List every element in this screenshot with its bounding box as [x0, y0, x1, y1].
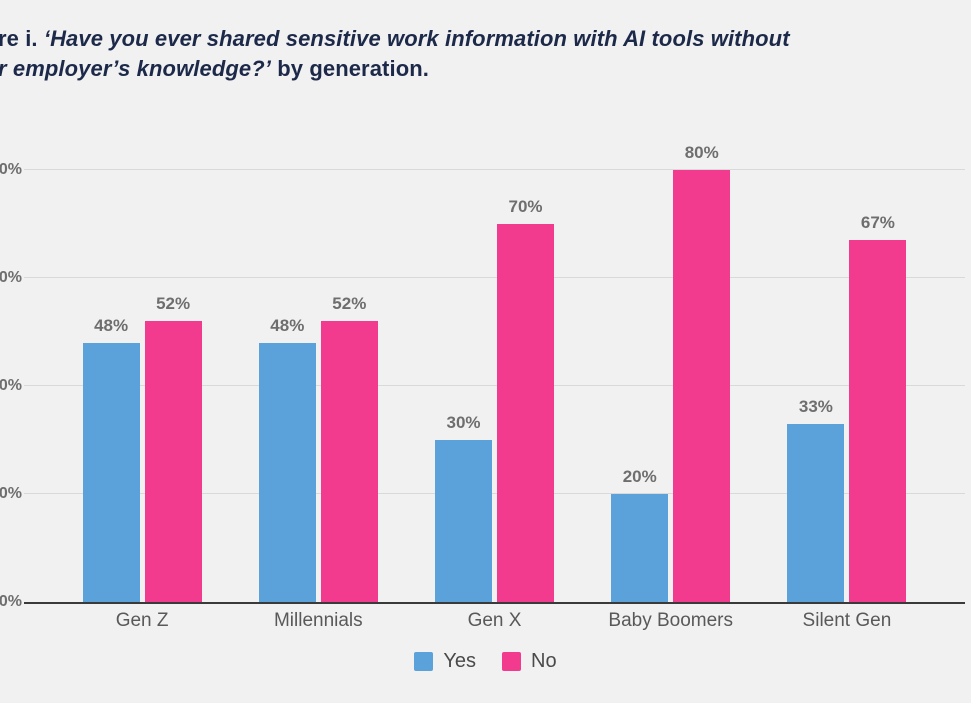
legend: Yes No [0, 650, 971, 673]
gridline [24, 277, 965, 278]
x-axis-category-label: Silent Gen [802, 610, 892, 631]
bar-group: 48% 52% [230, 170, 406, 602]
legend-item-no: No [502, 650, 557, 673]
y-axis-tick-label: 20% [0, 485, 22, 502]
chart-title-line2-suffix: by generation. [271, 56, 429, 81]
bar-value-label: 52% [156, 294, 191, 314]
bar-groups: 48% 52% 48% 52% 30% 70% 20% 80% 33% 67% [24, 143, 965, 602]
bar-value-label: 52% [332, 294, 367, 314]
bar [673, 170, 731, 602]
bar [320, 321, 378, 602]
plot-area: 0% 20% 40% 60% 80% 48% 52% 48% 52% 30% 70% 20% 80% 3… [0, 143, 965, 610]
bar-group: 33% 67% [759, 170, 935, 602]
bar-column-yes: 48% [258, 315, 316, 602]
x-axis-category-label: Gen Z [115, 610, 169, 631]
x-axis-category-label: Baby Boomers [608, 610, 734, 631]
bar [258, 342, 316, 602]
bar [144, 321, 202, 602]
chart-title: re i. ‘Have you ever shared sensitive wo… [0, 24, 971, 84]
bar-column-yes: 30% [435, 413, 492, 602]
bar-column-no: 67% [849, 213, 907, 602]
bar [82, 342, 140, 602]
bar-value-label: 80% [684, 143, 719, 162]
bar-column-no: 52% [144, 294, 202, 602]
legend-swatch-no [502, 652, 522, 671]
bar-column-no: 70% [497, 197, 554, 602]
legend-swatch-yes [414, 652, 434, 671]
gridline [24, 493, 965, 494]
chart-title-line1-prefix: re i. [0, 26, 44, 51]
bar-column-yes: 20% [611, 467, 669, 602]
bar [435, 440, 492, 602]
bar-value-label: 48% [94, 315, 129, 335]
bar-column-no: 52% [320, 294, 378, 602]
x-axis-category-label: Millennials [273, 610, 363, 631]
gridline [24, 385, 965, 386]
gridline [24, 169, 965, 170]
bar-column-yes: 33% [787, 396, 845, 602]
bar-group: 48% 52% [54, 170, 230, 602]
bar-value-label: 67% [860, 213, 895, 233]
bar-group: 30% 70% [406, 170, 582, 602]
bar-value-label: 30% [446, 413, 481, 432]
bar [611, 494, 669, 602]
chart-title-line1-quote: ‘Have you ever shared sensitive work inf… [43, 26, 790, 51]
y-axis-tick-label: 40% [0, 377, 22, 394]
bar-group: 20% 80% [583, 143, 759, 602]
legend-item-yes: Yes [414, 650, 476, 673]
y-axis-tick-label: 0% [0, 593, 22, 610]
bar [787, 423, 845, 602]
bar [849, 240, 907, 602]
bar-value-label: 20% [622, 467, 657, 486]
legend-label: No [531, 650, 557, 672]
x-axis-category-label: Gen X [467, 610, 522, 631]
y-axis-tick-label: 60% [0, 269, 22, 286]
y-axis-tick-label: 80% [0, 161, 22, 178]
bar [497, 224, 554, 602]
bar-column-yes: 48% [82, 315, 140, 602]
bar-value-label: 70% [508, 197, 543, 216]
bar-value-label: 48% [270, 315, 305, 335]
x-axis-labels: Gen Z Millennials Gen X Baby Boomers Silent … [24, 610, 965, 632]
chart-title-line2-quote: r employer’s knowledge?’ [0, 56, 272, 81]
bar-value-label: 33% [798, 396, 833, 416]
bar-column-no: 80% [673, 143, 731, 602]
legend-label: Yes [443, 650, 477, 672]
